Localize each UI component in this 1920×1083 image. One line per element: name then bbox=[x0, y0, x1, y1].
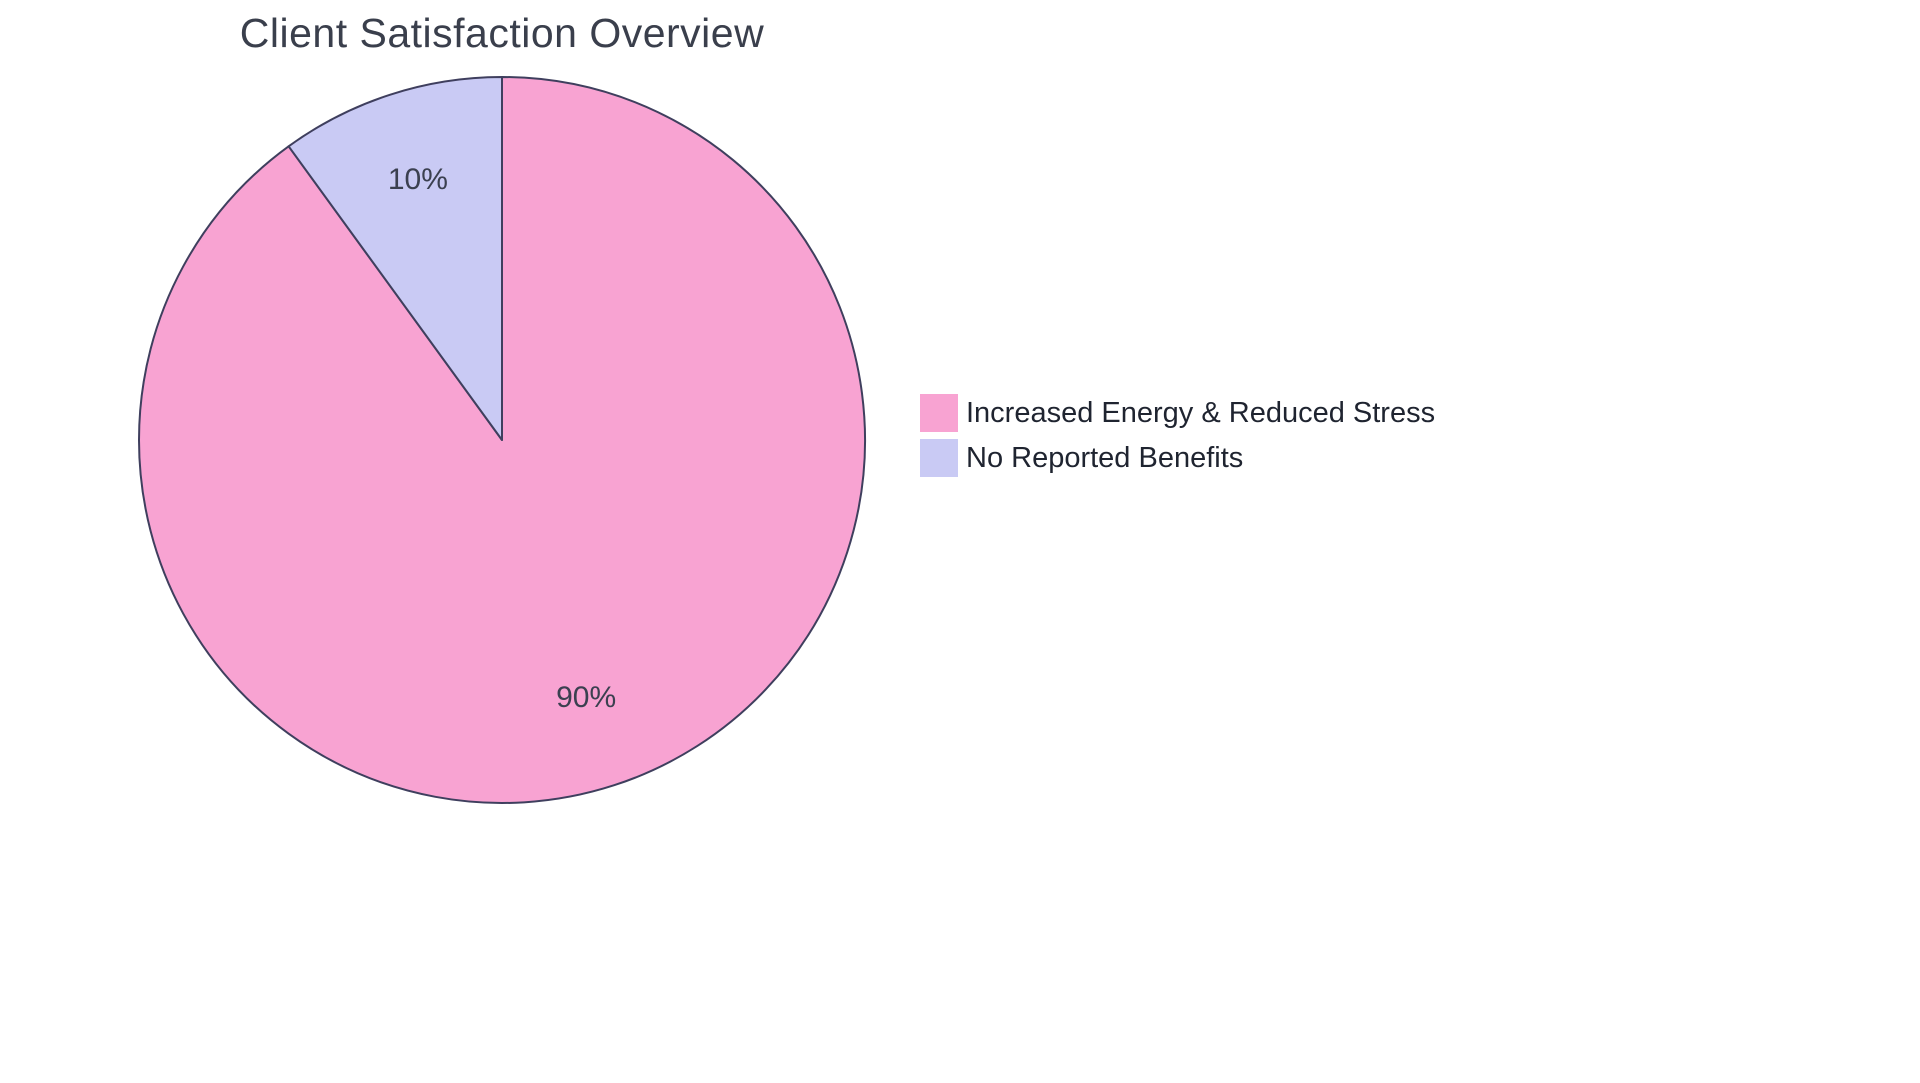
slice-percent-label-0: 90% bbox=[556, 681, 616, 714]
pie-slice-labels: 90% 10% bbox=[388, 163, 616, 714]
legend-swatch-increased-energy bbox=[920, 394, 958, 432]
slice-percent-label-1: 10% bbox=[388, 163, 448, 196]
legend-item: Increased Energy & Reduced Stress bbox=[920, 394, 1435, 432]
legend-label-no-benefits: No Reported Benefits bbox=[966, 441, 1244, 474]
pie-slice-1 bbox=[287, 76, 503, 441]
legend-label-increased-energy: Increased Energy & Reduced Stress bbox=[966, 396, 1436, 429]
chart-title: Client Satisfaction Overview bbox=[239, 10, 765, 56]
legend-swatch-no-benefits bbox=[920, 439, 958, 477]
chart-legend: Increased Energy & Reduced Stress No Rep… bbox=[920, 394, 1435, 484]
pie-slices bbox=[138, 76, 866, 804]
legend-item: No Reported Benefits bbox=[920, 439, 1435, 477]
